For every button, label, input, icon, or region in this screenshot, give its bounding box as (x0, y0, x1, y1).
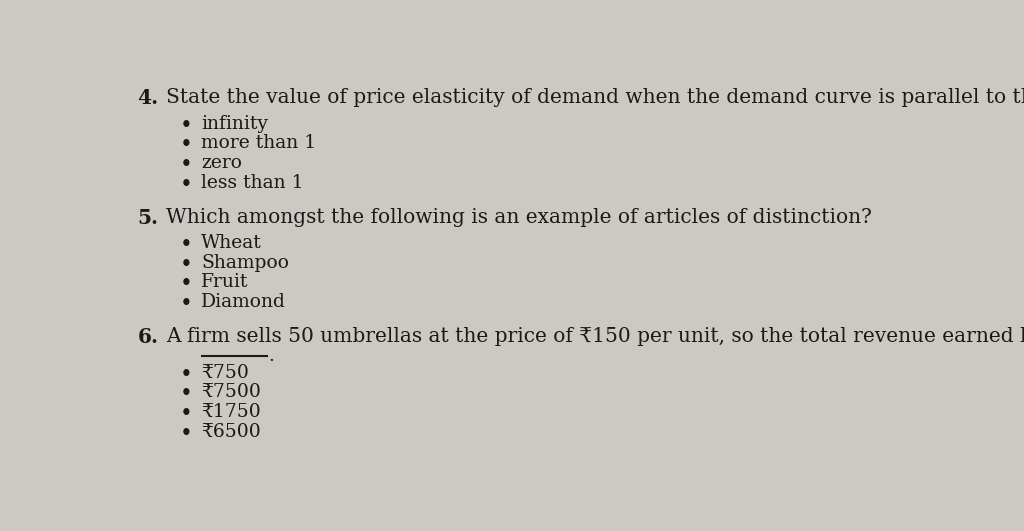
Text: .: . (268, 347, 274, 365)
Text: •: • (179, 293, 193, 315)
Text: Fruit: Fruit (201, 273, 249, 292)
Text: zero: zero (201, 154, 242, 172)
Text: •: • (179, 115, 193, 137)
Text: •: • (179, 403, 193, 425)
Text: State the value of price elasticity of demand when the demand curve is parallel : State the value of price elasticity of d… (166, 88, 1024, 107)
Text: •: • (179, 234, 193, 256)
Text: ₹750: ₹750 (201, 364, 249, 382)
Text: A firm sells 50 umbrellas at the price of ₹150 per unit, so the total revenue ea: A firm sells 50 umbrellas at the price o… (166, 327, 1024, 346)
Text: •: • (179, 134, 193, 157)
Text: infinity: infinity (201, 115, 268, 133)
Text: •: • (179, 254, 193, 276)
Text: ₹7500: ₹7500 (201, 383, 261, 401)
Text: Wheat: Wheat (201, 234, 262, 252)
Text: 4.: 4. (137, 88, 159, 108)
Text: 6.: 6. (137, 327, 159, 347)
Text: •: • (179, 174, 193, 196)
Text: •: • (179, 364, 193, 386)
Text: •: • (179, 383, 193, 406)
Text: Diamond: Diamond (201, 293, 286, 311)
Text: •: • (179, 273, 193, 295)
Text: less than 1: less than 1 (201, 174, 303, 192)
Text: •: • (179, 154, 193, 176)
Text: more than 1: more than 1 (201, 134, 316, 152)
Text: 5.: 5. (137, 208, 159, 228)
Text: ₹1750: ₹1750 (201, 403, 261, 421)
Text: Shampoo: Shampoo (201, 254, 289, 272)
Text: Which amongst the following is an example of articles of distinction?: Which amongst the following is an exampl… (166, 208, 872, 227)
Text: ₹6500: ₹6500 (201, 423, 261, 441)
Text: •: • (179, 423, 193, 444)
